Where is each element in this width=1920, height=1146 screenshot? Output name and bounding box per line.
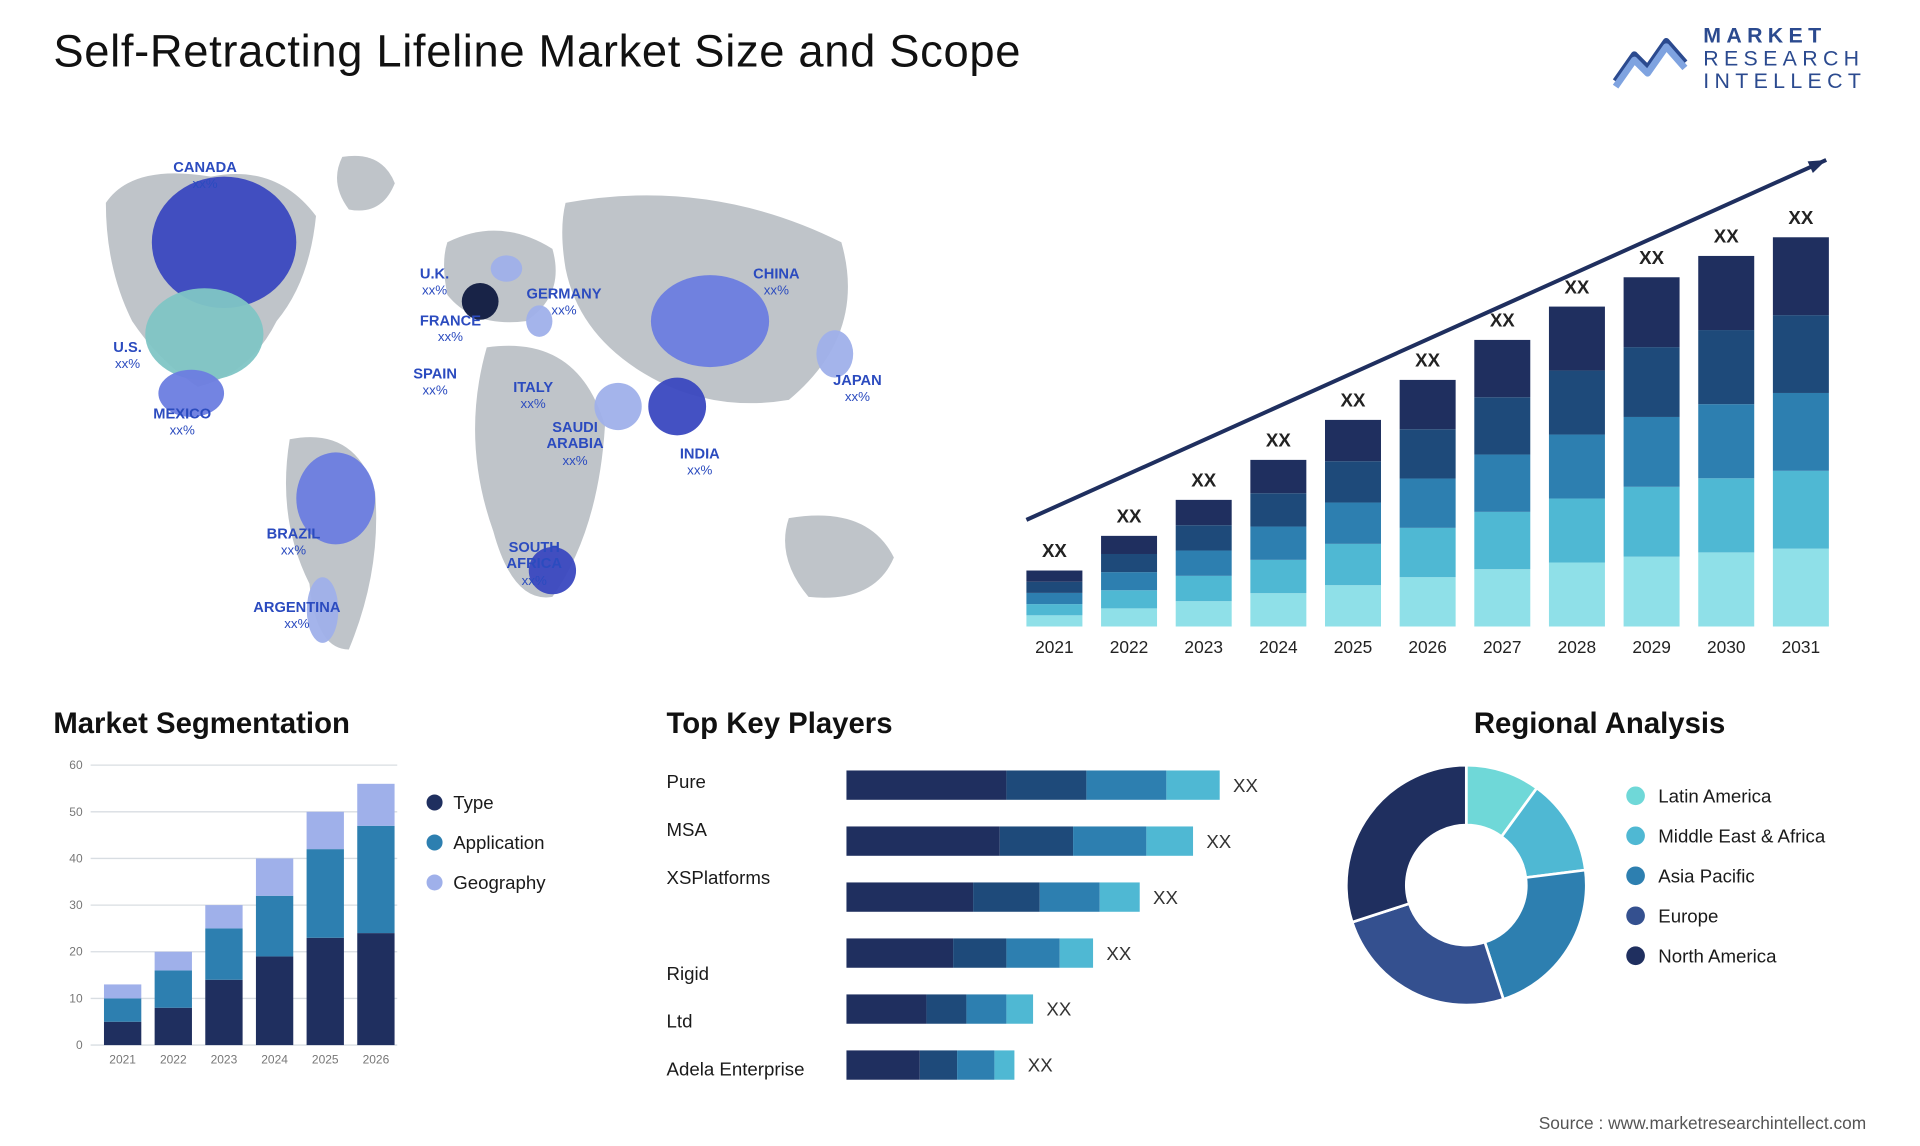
svg-text:XX: XX (1564, 277, 1589, 298)
svg-text:30: 30 (69, 899, 83, 913)
svg-text:XX: XX (1490, 310, 1515, 331)
svg-text:2024: 2024 (261, 1053, 288, 1067)
player-name: MSA (667, 806, 827, 854)
logo-line2: RESEARCH (1703, 49, 1866, 71)
world-map-svg (53, 120, 946, 680)
svg-text:2027: 2027 (1483, 638, 1522, 658)
player-name: Ltd (667, 998, 827, 1046)
svg-text:2022: 2022 (160, 1053, 187, 1067)
player-bar-row: XX (846, 762, 1293, 810)
svg-text:XX: XX (1415, 350, 1440, 371)
segmentation-legend: Type Application Geography (427, 752, 546, 1072)
svg-text:50: 50 (69, 805, 83, 819)
player-name (667, 902, 827, 950)
logo-line3: INTELLECT (1703, 71, 1866, 93)
svg-text:XX: XX (1341, 390, 1366, 411)
svg-text:XX: XX (1117, 506, 1142, 527)
svg-text:2024: 2024 (1259, 638, 1298, 658)
logo-icon (1610, 31, 1690, 90)
legend-item: Type (427, 792, 546, 813)
svg-text:2030: 2030 (1707, 638, 1746, 658)
svg-text:2021: 2021 (1035, 638, 1074, 658)
player-bar-row: XX (846, 874, 1293, 922)
player-bar-row: XX (846, 930, 1293, 978)
svg-text:2025: 2025 (1334, 638, 1373, 658)
source-text: Source : www.marketresearchintellect.com (1539, 1113, 1866, 1133)
regional-panel: Regional Analysis Latin America Middle Ea… (1333, 707, 1866, 1107)
svg-text:2026: 2026 (1408, 638, 1447, 658)
svg-text:XX: XX (1714, 226, 1739, 247)
svg-text:10: 10 (69, 992, 83, 1006)
svg-text:XX: XX (1266, 430, 1291, 451)
svg-text:2029: 2029 (1632, 638, 1671, 658)
svg-text:2028: 2028 (1558, 638, 1597, 658)
svg-text:2023: 2023 (211, 1053, 238, 1067)
region-legend-item: Middle East & Africa (1626, 826, 1825, 847)
player-bar-row: XX (846, 1042, 1293, 1090)
player-name: Rigid (667, 950, 827, 998)
svg-text:2026: 2026 (363, 1053, 390, 1067)
players-title: Top Key Players (667, 707, 1294, 742)
player-bar-row: XX (846, 986, 1293, 1034)
svg-text:2031: 2031 (1782, 638, 1821, 658)
svg-text:2023: 2023 (1184, 638, 1223, 658)
svg-text:0: 0 (76, 1039, 83, 1053)
svg-text:40: 40 (69, 852, 83, 866)
svg-text:XX: XX (1788, 207, 1813, 228)
players-panel: Top Key Players PureMSAXSPlatforms RigidL… (667, 707, 1294, 1107)
world-map: CANADAxx%U.S.xx%MEXICOxx%BRAZILxx%ARGENT… (53, 120, 946, 680)
svg-text:XX: XX (1191, 470, 1216, 491)
region-legend-item: Asia Pacific (1626, 866, 1825, 887)
svg-text:20: 20 (69, 945, 83, 959)
svg-text:XX: XX (1042, 541, 1067, 562)
region-legend-item: Latin America (1626, 786, 1825, 807)
logo-line1: MARKET (1703, 27, 1866, 49)
svg-text:XX: XX (1639, 247, 1664, 268)
svg-text:60: 60 (69, 759, 83, 773)
player-name: XSPlatforms (667, 854, 827, 902)
svg-text:2022: 2022 (1110, 638, 1149, 658)
growth-chart: XX 2021 XX 2022 XX 2023 XX 2024 XX 2025 XX 2026 XX 20… (986, 120, 1866, 680)
regional-donut (1333, 752, 1600, 1019)
header: Self-Retracting Lifeline Market Size and… (53, 27, 1866, 94)
regional-title: Regional Analysis (1333, 707, 1866, 742)
segmentation-title: Market Segmentation (53, 707, 626, 742)
legend-item: Geography (427, 872, 546, 893)
player-name: Adela Enterprise (667, 1046, 827, 1094)
player-names: PureMSAXSPlatforms RigidLtdAdela Enterpri… (667, 752, 827, 1093)
page-title: Self-Retracting Lifeline Market Size and… (53, 27, 1021, 79)
player-bars: XX XX XX XX XX XX (846, 752, 1293, 1093)
svg-text:2021: 2021 (109, 1053, 136, 1067)
regional-legend: Latin America Middle East & Africa Asia Pa… (1626, 786, 1825, 986)
player-name: Pure (667, 758, 827, 806)
region-legend-item: North America (1626, 946, 1825, 967)
player-bar-row: XX (846, 818, 1293, 866)
legend-item: Application (427, 832, 546, 853)
region-legend-item: Europe (1626, 906, 1825, 927)
segmentation-panel: Market Segmentation 0 10 20 30 40 50 60 2021 202… (53, 707, 626, 1107)
brand-logo: MARKET RESEARCH INTELLECT (1610, 27, 1866, 94)
svg-text:2025: 2025 (312, 1053, 339, 1067)
